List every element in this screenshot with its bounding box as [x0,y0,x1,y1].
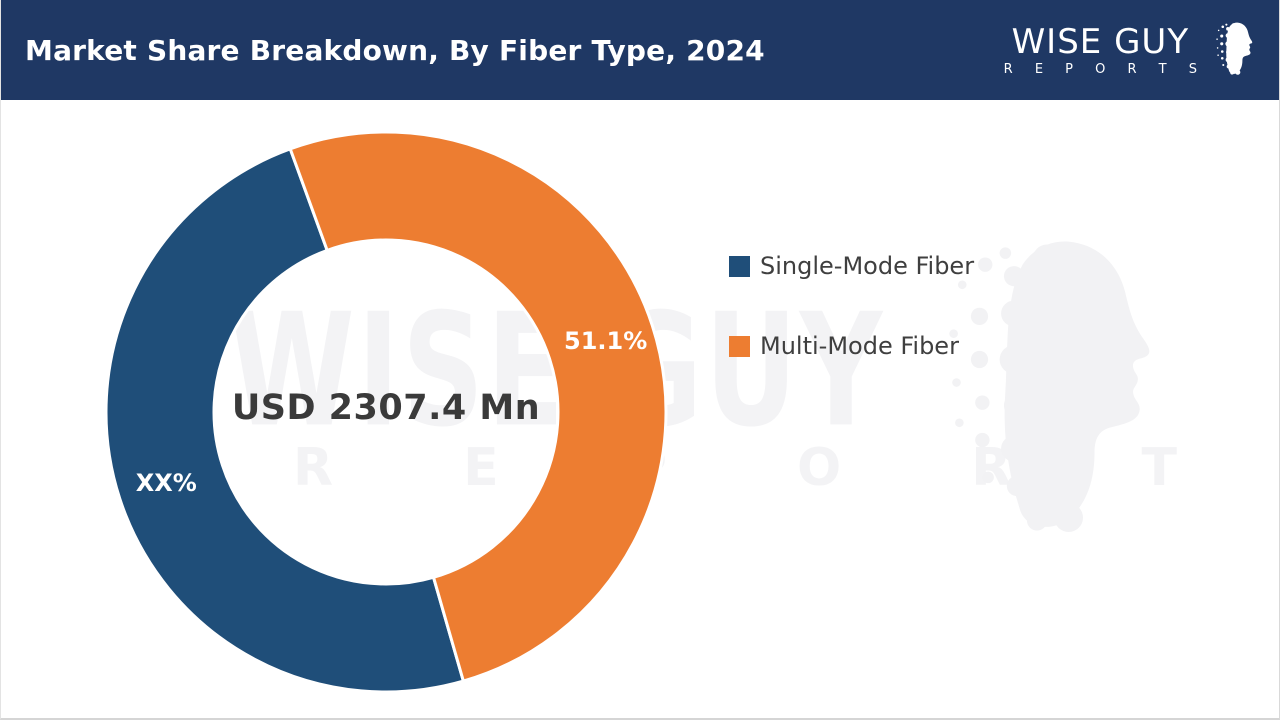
donut-slice-multi-mode-fiber [288,130,668,683]
brand-logo-text: WISE GUY R E P O R T S [1004,25,1197,76]
legend-label: Multi-Mode Fiber [760,332,959,360]
chart-legend: Single-Mode Fiber Multi-Mode Fiber [729,252,974,360]
slice-label: 51.1% [564,326,648,355]
dotted-face-logo-icon [1199,11,1261,89]
chart-center-value: USD 2307.4 Mn [231,388,541,428]
brand-logo: WISE GUY R E P O R T S [1004,11,1261,89]
legend-item: Multi-Mode Fiber [729,332,974,360]
legend-swatch [729,255,750,277]
brand-name: WISE GUY [1011,21,1190,62]
watermark-subtitle-text: R E P O R T S [293,438,1280,498]
slice-label: XX% [135,469,197,498]
legend-label: Single-Mode Fiber [760,252,975,280]
legend-swatch [729,335,750,357]
legend-item: Single-Mode Fiber [729,252,974,280]
header-bar: Market Share Breakdown, By Fiber Type, 2… [1,0,1279,100]
page-title: Market Share Breakdown, By Fiber Type, 2… [25,33,765,67]
donut-slice-single-mode-fiber [104,147,465,694]
brand-subtitle: R E P O R T S [1003,61,1206,77]
